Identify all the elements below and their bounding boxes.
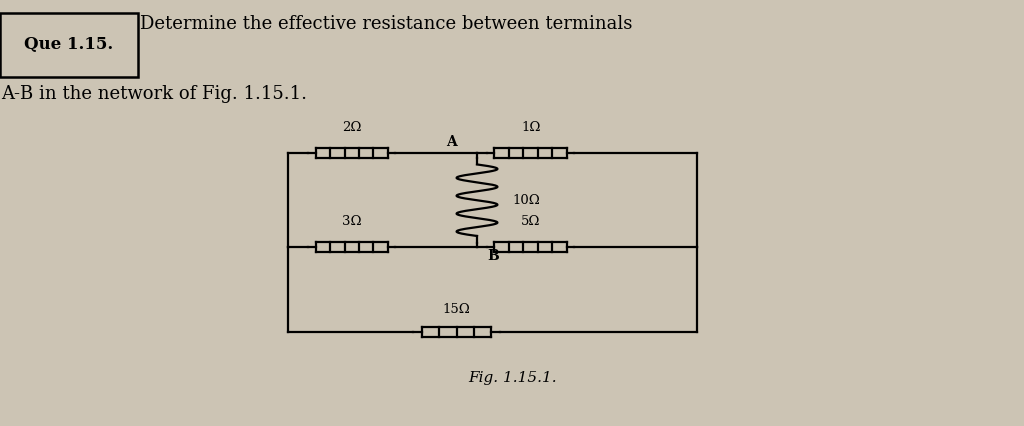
Text: A: A: [445, 135, 457, 149]
Text: 15Ω: 15Ω: [442, 303, 470, 316]
FancyBboxPatch shape: [0, 13, 137, 77]
Text: B: B: [487, 249, 499, 263]
Text: 1Ω: 1Ω: [521, 121, 541, 134]
Text: A-B in the network of Fig. 1.15.1.: A-B in the network of Fig. 1.15.1.: [2, 85, 307, 103]
Text: Que 1.15.: Que 1.15.: [24, 36, 114, 53]
Text: 5Ω: 5Ω: [521, 215, 541, 228]
Text: 2Ω: 2Ω: [342, 121, 361, 134]
Text: Fig. 1.15.1.: Fig. 1.15.1.: [469, 371, 557, 385]
Text: 3Ω: 3Ω: [342, 215, 361, 228]
Text: Determine the effective resistance between terminals: Determine the effective resistance betwe…: [139, 15, 632, 33]
Text: 10Ω: 10Ω: [513, 194, 541, 207]
